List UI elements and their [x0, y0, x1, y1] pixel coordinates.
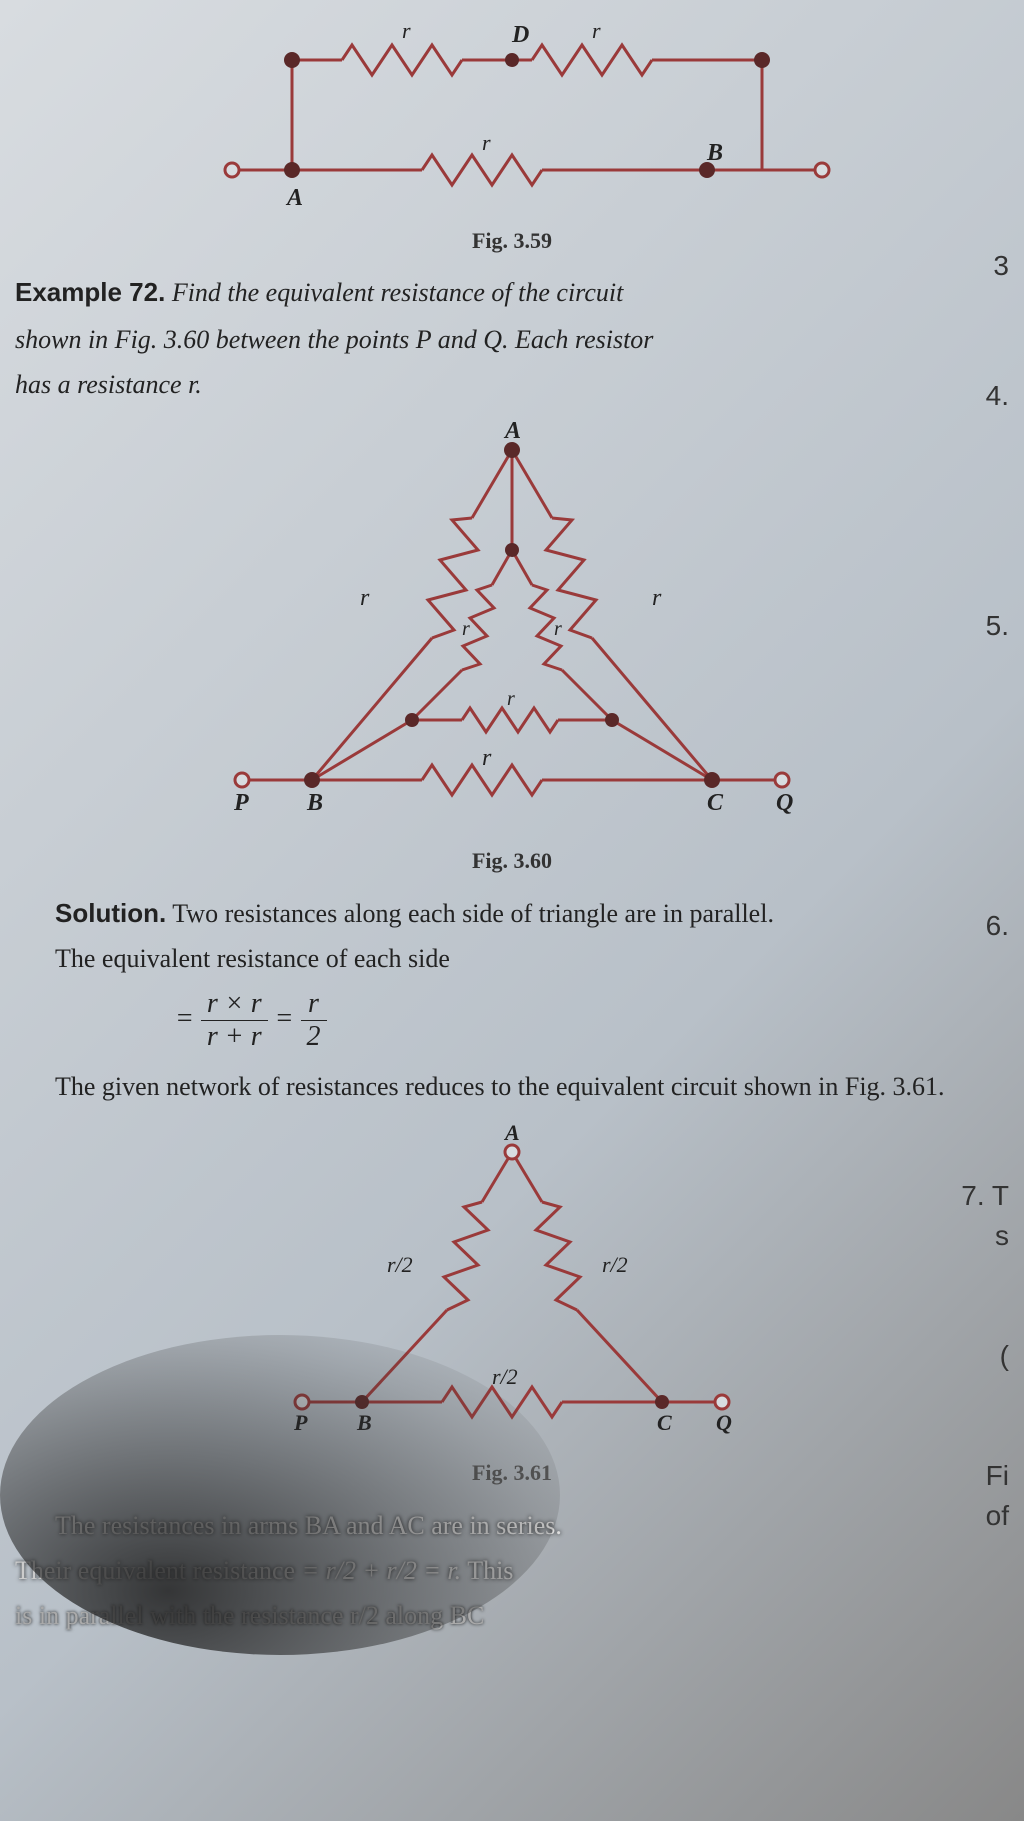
example-line3: has a resistance r. — [15, 365, 1009, 404]
label-r: r — [402, 20, 411, 43]
margin-s: s — [995, 1220, 1009, 1252]
label-C361: C — [657, 1410, 672, 1435]
bottom-line3: is in parallel with the resistance r/2 a… — [15, 1596, 1009, 1635]
label-B361: B — [356, 1410, 372, 1435]
label-rhalf-r: r/2 — [602, 1252, 628, 1277]
solution-line1: Solution. Two resistances along each sid… — [15, 894, 1009, 933]
formula-eq2: = — [275, 1003, 294, 1034]
fig-3-59-caption: Fig. 3.59 — [15, 228, 1009, 254]
formula-eq1: = — [175, 1003, 194, 1034]
bottom-line2: Their equivalent resistance = r/2 + r/2 … — [15, 1551, 1009, 1590]
fig-3-61-svg: A r/2 r/2 r/2 P B C Q — [232, 1112, 792, 1452]
fig-3-59-svg: r D r r B A — [162, 20, 862, 220]
frac2: r 2 — [301, 988, 327, 1053]
formula: = r × r r + r = r 2 — [175, 988, 1009, 1053]
margin-Fi: Fi — [986, 1460, 1009, 1492]
margin-5: 5. — [986, 610, 1009, 642]
example-number: Example 72. — [15, 277, 165, 307]
example-72-heading: Example 72. Find the equivalent resistan… — [15, 274, 1009, 312]
label-B: B — [706, 140, 723, 166]
label-Q360: Q — [776, 790, 793, 816]
margin-6: 6. — [986, 910, 1009, 942]
label-D: D — [511, 22, 529, 48]
label-B360: B — [306, 790, 323, 816]
label-C360: C — [707, 790, 724, 816]
example-line1: Find the equivalent resistance of the ci… — [172, 278, 624, 307]
label-r-bc: r — [482, 745, 492, 771]
bottom-l2c: This — [467, 1556, 513, 1585]
label-P361: P — [293, 1410, 308, 1435]
margin-paren: ( — [1000, 1340, 1009, 1372]
label-r2: r — [592, 20, 601, 43]
frac1: r × r r + r — [201, 988, 268, 1053]
label-r-il: r — [462, 618, 470, 640]
solution-label: Solution. — [55, 898, 166, 928]
frac2-bot: 2 — [301, 1021, 327, 1053]
label-r-ir: r — [554, 618, 562, 640]
label-r-ac: r — [652, 585, 662, 611]
label-rhalf-l: r/2 — [387, 1252, 413, 1277]
label-A361: A — [503, 1120, 520, 1145]
solution-line2: The equivalent resistance of each side — [15, 939, 1009, 978]
margin-of: of — [986, 1500, 1009, 1532]
label-A360: A — [503, 418, 521, 444]
frac2-top: r — [301, 988, 327, 1021]
label-r-ab: r — [360, 585, 370, 611]
margin-3: 3 — [993, 250, 1009, 282]
label-rhalf-b: r/2 — [492, 1364, 518, 1389]
label-r-ib: r — [507, 688, 515, 710]
bottom-l2a: Their equivalent resistance — [15, 1556, 302, 1585]
label-A: A — [285, 185, 303, 211]
bottom-line1: The resistances in arms BA and AC are in… — [15, 1506, 1009, 1545]
solution-text1: Two resistances along each side of trian… — [172, 899, 774, 928]
example-line2: shown in Fig. 3.60 between the points P … — [15, 320, 1009, 359]
fig-3-61-caption: Fig. 3.61 — [15, 1460, 1009, 1486]
bottom-l2b: = r/2 + r/2 = r. — [302, 1556, 462, 1585]
frac1-bot: r + r — [201, 1021, 268, 1053]
label-r3: r — [482, 130, 491, 155]
label-P360: P — [233, 790, 249, 816]
solution-line3: The given network of resistances reduces… — [15, 1067, 1009, 1106]
label-Q361: Q — [716, 1410, 732, 1435]
frac1-top: r × r — [201, 988, 268, 1021]
fig-3-60-svg: A r r r r r r P B C Q — [162, 410, 862, 840]
fig-3-60-caption: Fig. 3.60 — [15, 848, 1009, 874]
margin-7: 7. T — [961, 1180, 1009, 1212]
margin-4: 4. — [986, 380, 1009, 412]
page: 3 4. 5. 6. 7. T s ( Fi of — [15, 20, 1009, 1635]
